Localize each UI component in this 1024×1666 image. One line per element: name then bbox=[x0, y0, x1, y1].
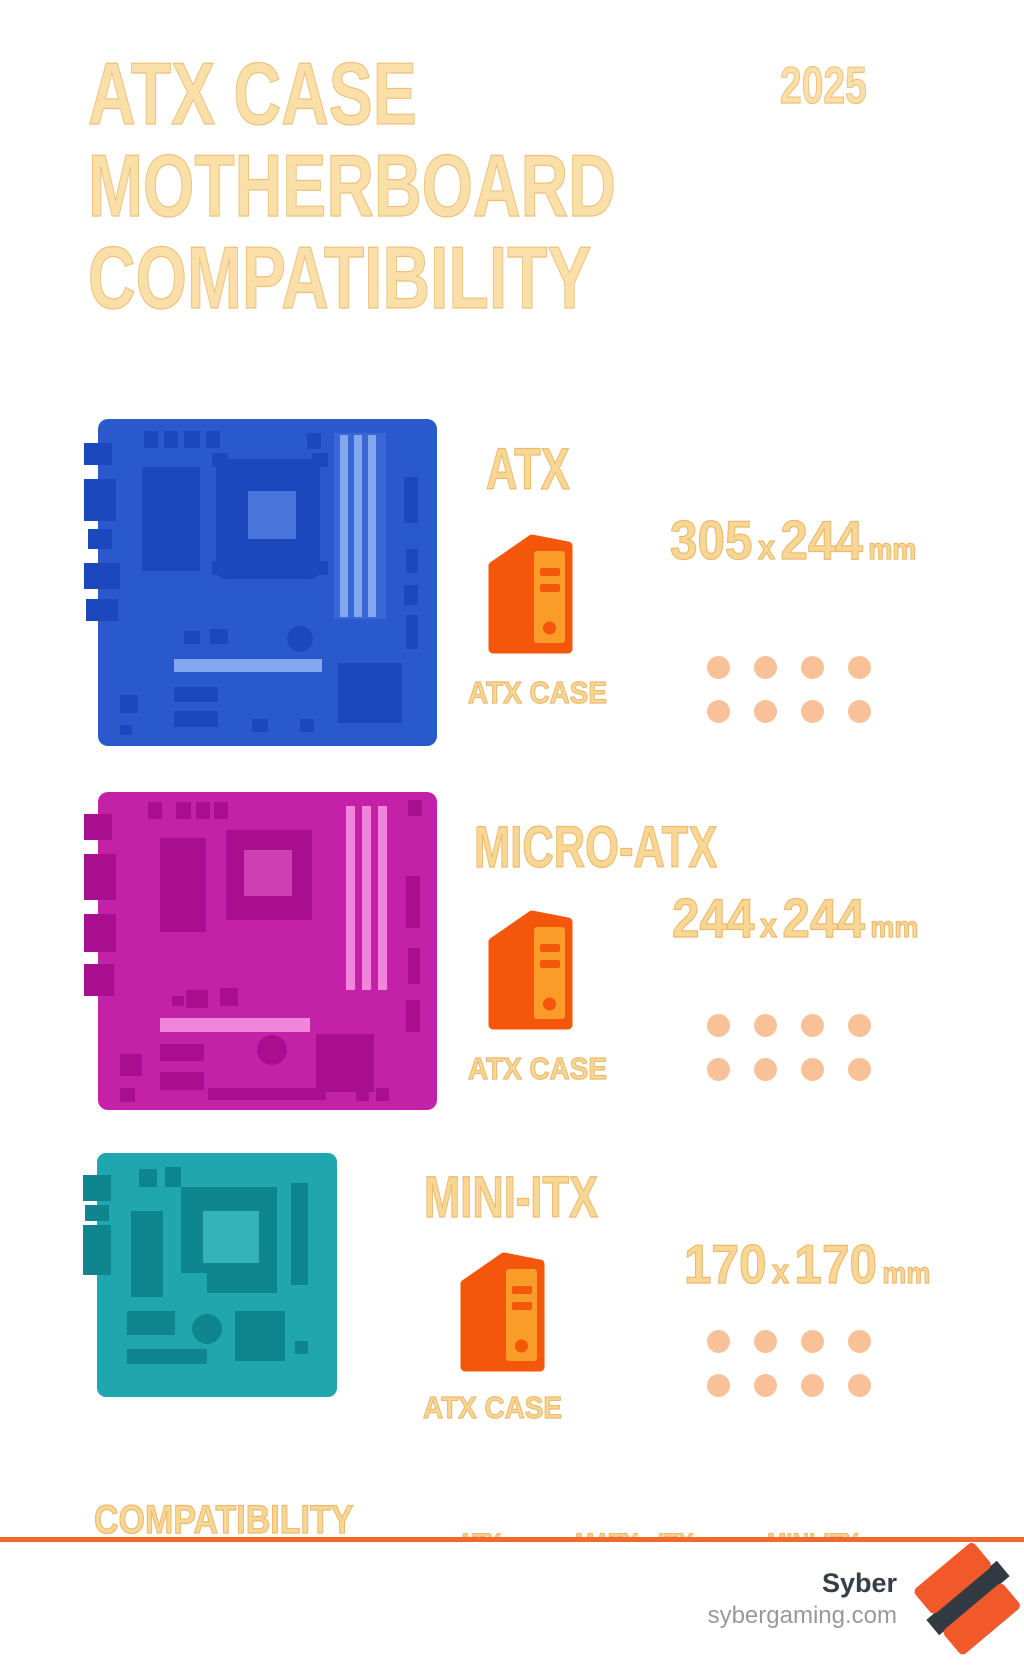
title-line-3: COMPATIBILITY bbox=[88, 228, 592, 327]
clipped-header-3: ITX bbox=[658, 1528, 700, 1538]
orange-divider-line bbox=[0, 1537, 1024, 1542]
clipped-table-headers: ATX MATX ITX MINI-ITX bbox=[0, 1528, 1024, 1538]
ram-slots bbox=[160, 806, 387, 1032]
atx-case-icon bbox=[488, 910, 573, 1030]
title-line-1: ATX CASE bbox=[88, 44, 418, 143]
brand-name: Syber bbox=[821, 1568, 897, 1598]
year-badge: 2025 bbox=[780, 56, 868, 115]
ram-slots bbox=[174, 435, 376, 672]
micro-atx-motherboard-illustration bbox=[84, 792, 437, 1110]
cpu-socket bbox=[203, 1211, 259, 1263]
dimensions-mini-itx: 170 x170 mm bbox=[683, 1232, 931, 1295]
section-title-micro-atx: MICRO-ATX bbox=[474, 815, 718, 880]
atx-case-icon bbox=[488, 534, 573, 654]
title-line-2: MOTHERBOARD bbox=[88, 136, 617, 235]
case-label-mini-itx: ATX CASE bbox=[422, 1389, 563, 1425]
dimensions-micro-atx: 244 x244 mm bbox=[671, 886, 919, 949]
section-title-atx: ATX bbox=[486, 437, 571, 502]
mini-itx-motherboard-illustration bbox=[83, 1153, 337, 1397]
cpu-socket bbox=[244, 850, 292, 896]
atx-motherboard-illustration bbox=[84, 419, 437, 746]
website-url: sybergaming.com bbox=[707, 1602, 897, 1629]
dimensions-atx: 305 x244 mm bbox=[669, 508, 917, 571]
section-title-mini-itx: MINI-ITX bbox=[424, 1165, 599, 1230]
clipped-header-4: MINI-ITX bbox=[767, 1528, 875, 1538]
case-label-atx: ATX CASE bbox=[467, 674, 608, 710]
cpu-socket bbox=[248, 491, 296, 539]
page-title: ATX CASE MOTHERBOARD COMPATIBILITY bbox=[88, 47, 792, 327]
mounting-dots-atx bbox=[707, 656, 871, 723]
compatibility-heading: COMPATIBILITY bbox=[93, 1497, 354, 1542]
atx-case-icon bbox=[460, 1252, 545, 1372]
clipped-header-1: ATX bbox=[457, 1528, 509, 1538]
syber-logo-icon bbox=[914, 1542, 1020, 1655]
mounting-dots-micro-atx bbox=[707, 1014, 871, 1081]
clipped-header-2: MATX bbox=[575, 1528, 650, 1538]
mounting-dots-mini-itx bbox=[707, 1330, 871, 1397]
case-label-micro-atx: ATX CASE bbox=[467, 1050, 608, 1086]
